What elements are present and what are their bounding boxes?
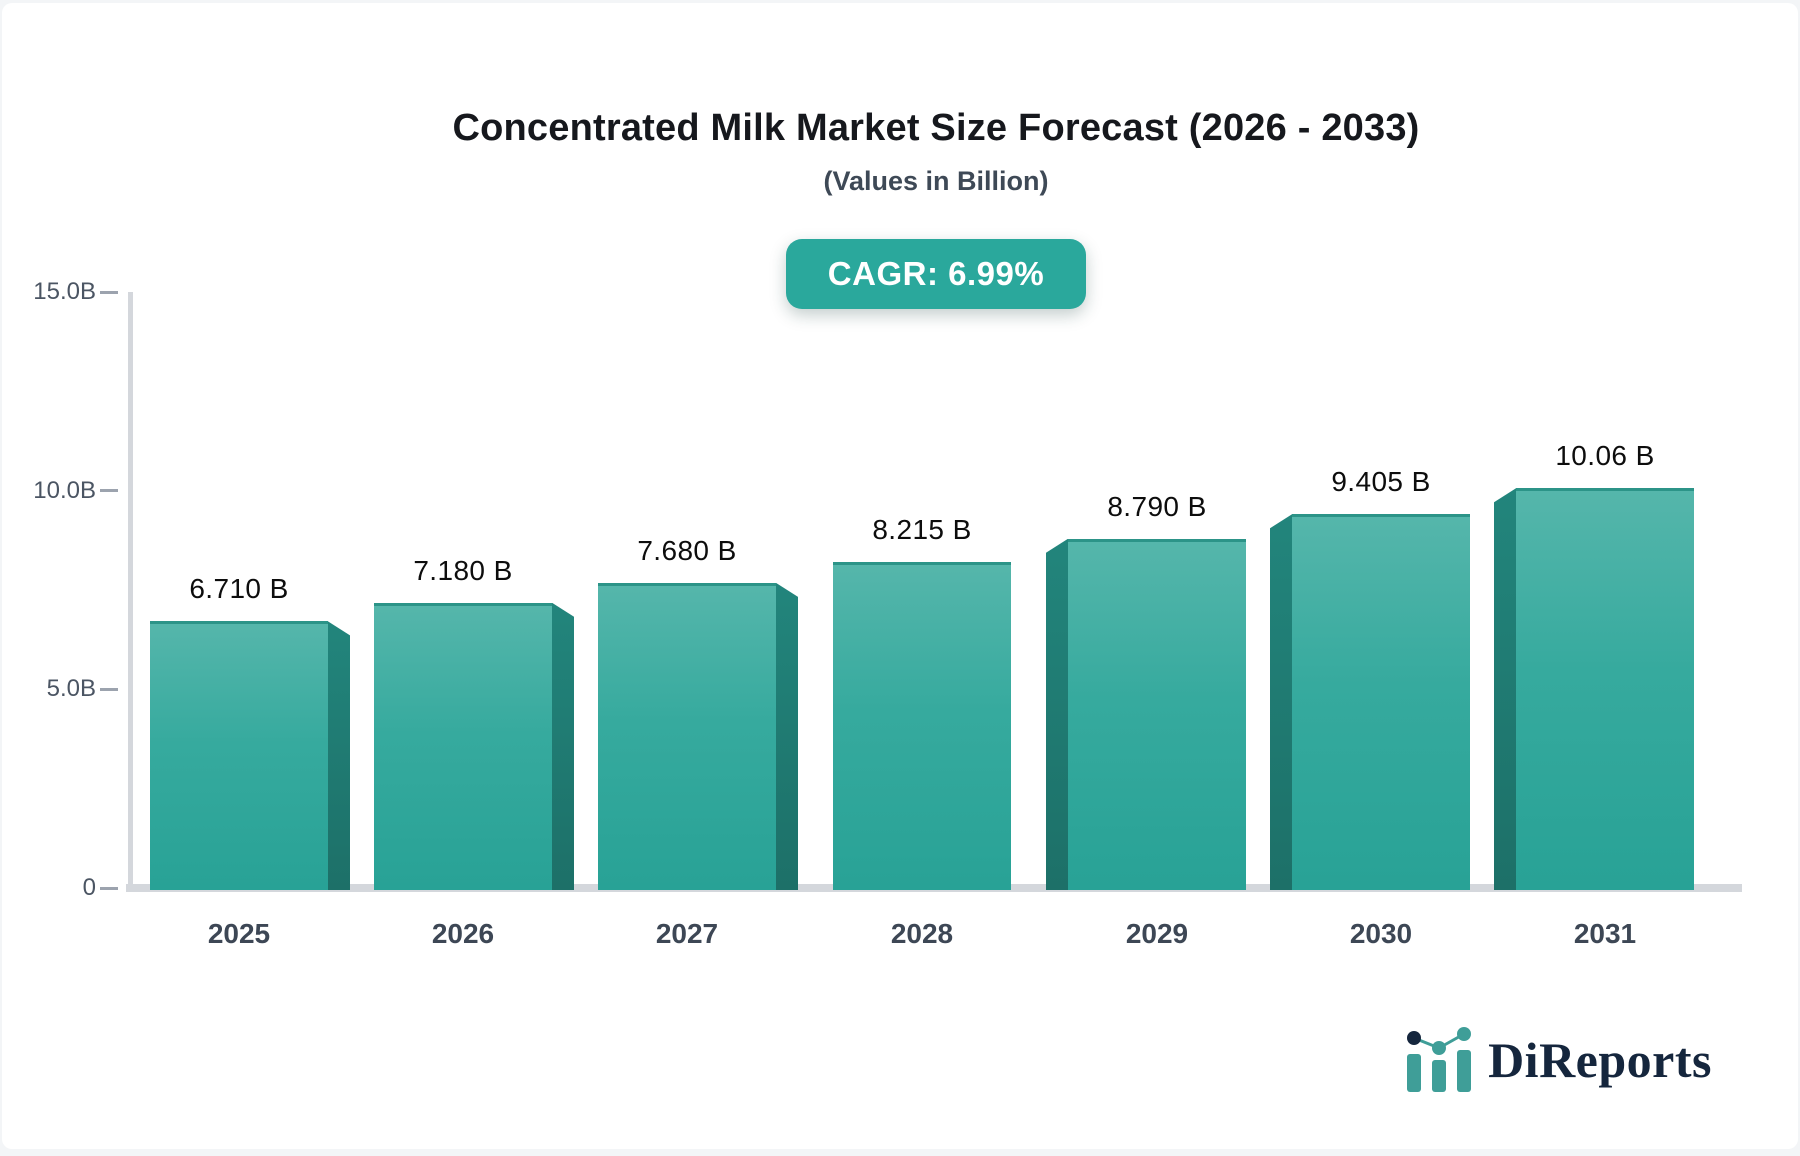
x-axis-label: 2026 [431,918,495,949]
bar-side-face [552,602,574,890]
bar [374,602,552,890]
bar-value-label: 6.710 B [189,573,289,605]
bar [833,561,1011,890]
y-axis-line [128,292,133,892]
bar-value-label: 7.180 B [413,554,513,586]
cagr-badge: CAGR: 6.99% [785,239,1087,309]
x-axis-label: 2027 [655,918,719,949]
bar-side-face [1494,488,1516,890]
x-axis-label: 2031 [1573,918,1637,949]
x-axis-label: 2029 [1125,918,1189,949]
brand-logo: DiReports [1404,1022,1712,1098]
bar-side-face [1046,538,1068,890]
bar-side-face [776,582,798,890]
bar-value-label: 9.405 B [1331,466,1431,498]
x-axis-label: 2028 [890,918,954,949]
chart-header: Concentrated Milk Market Size Forecast (… [130,0,1742,309]
bar-value-label: 7.680 B [637,534,737,566]
bar [598,582,776,890]
bar-value-label: 10.06 B [1555,440,1655,472]
y-axis-tick [100,290,118,294]
chart-title: Concentrated Milk Market Size Forecast (… [452,107,1420,149]
y-axis-tick-label: 0 [82,874,96,901]
y-axis-tick-label: 10.0B [33,476,96,504]
chart-subtitle: (Values in Billion) [823,166,1049,196]
y-axis-tick-label: 5.0B [46,675,96,703]
bar [1292,514,1470,890]
bar-side-face [1270,514,1292,890]
y-axis-tick [100,886,118,890]
bar [1516,488,1694,890]
y-axis-tick-label: 15.0B [33,278,96,305]
y-axis-tick [100,489,118,493]
bar-side-face [328,621,350,890]
bar [150,621,328,890]
y-axis-tick [100,687,118,691]
brand-logo-text: DiReports [1488,1032,1712,1088]
bar [1068,538,1246,890]
x-axis-label: 2025 [207,918,271,949]
bar-chart-trend-icon [1407,1027,1472,1092]
bar-value-label: 8.790 B [1107,490,1207,522]
x-axis-label: 2030 [1349,918,1413,949]
bar-value-label: 8.215 B [872,513,972,545]
